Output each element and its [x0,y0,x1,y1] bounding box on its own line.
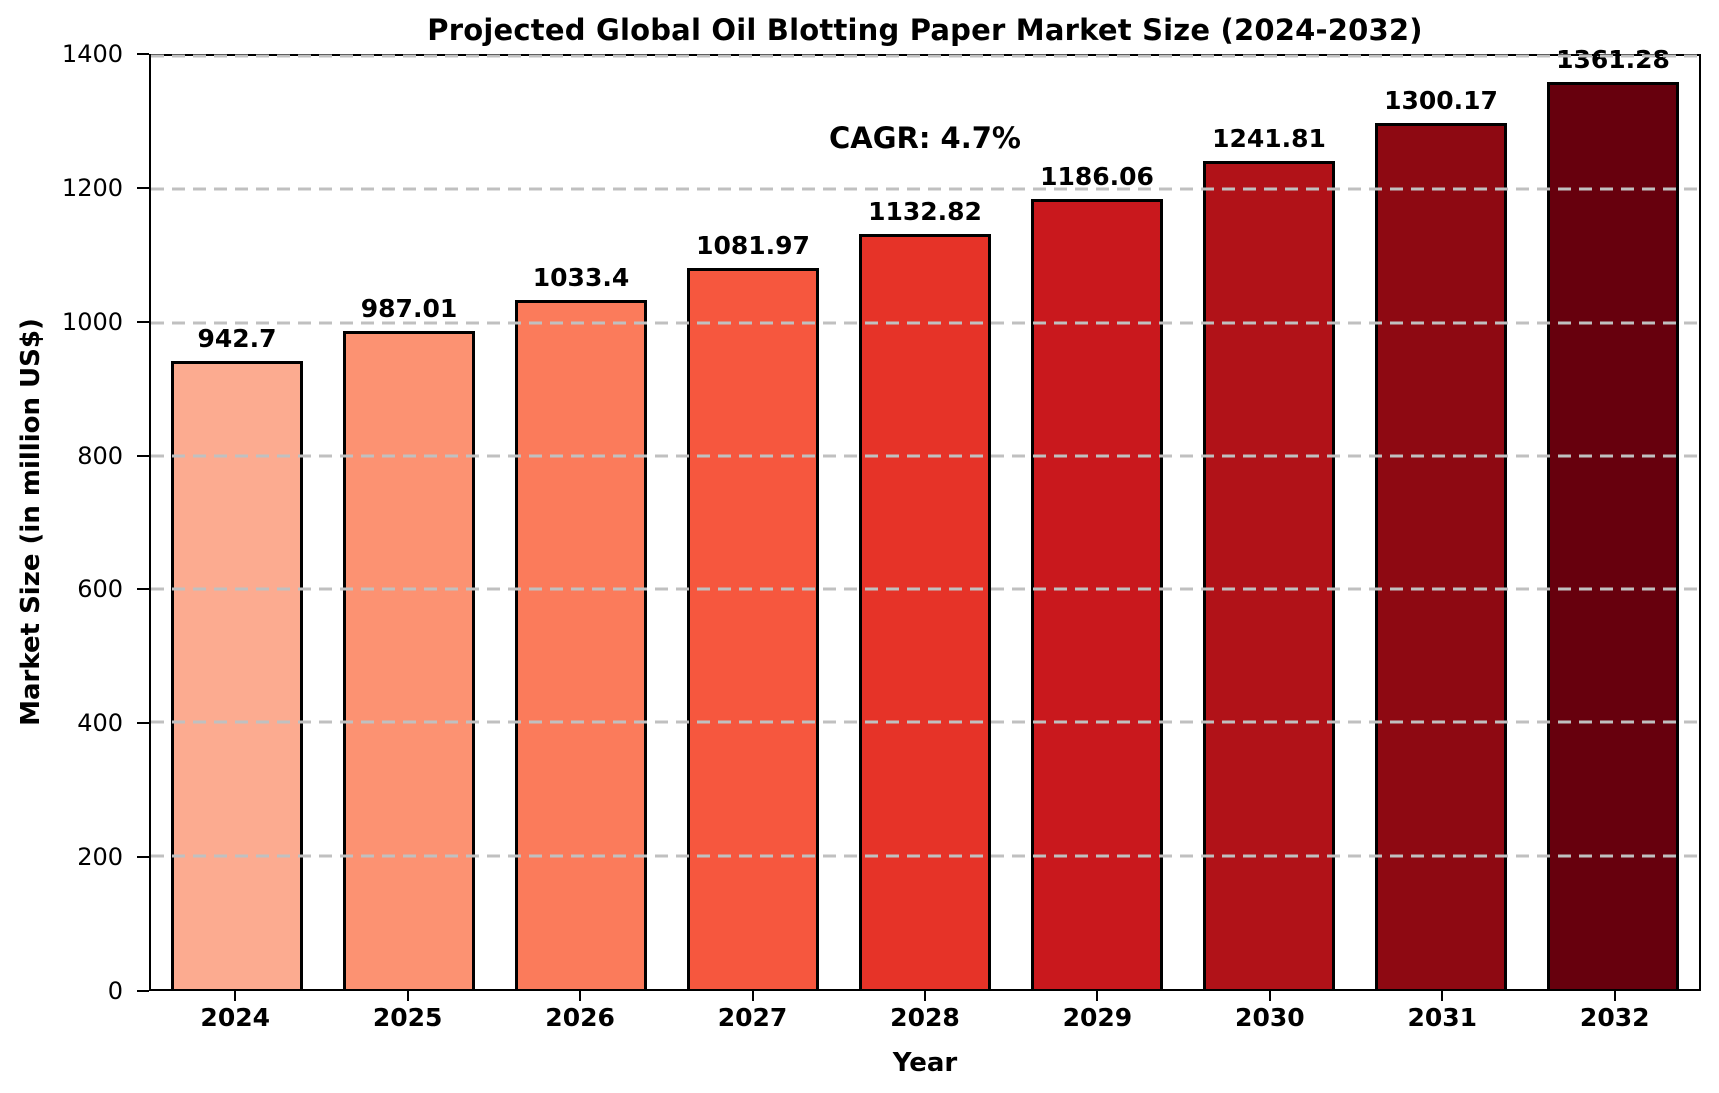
y-tick-mark-1000 [137,320,149,323]
y-tick-label-800: 800 [77,441,123,470]
gridline-1200 [151,187,1699,191]
bar-slot-2031: 1300.17 [1355,56,1527,989]
y-tick-label-0: 0 [107,977,123,1005]
bar-2032 [1546,81,1680,989]
y-tick-mark-800 [137,454,149,457]
bar-slot-2029: 1186.06 [1011,56,1183,989]
x-tick-mark-2025 [406,991,409,1001]
x-tick-mark-2029 [1096,991,1099,1001]
bar-slot-2027: 1081.97 [667,56,839,989]
gridline-800 [151,454,1699,458]
x-tick-mark-2032 [1613,991,1616,1001]
bar-value-2026: 1033.4 [532,263,630,293]
y-tick-mark-1400 [137,53,149,55]
bar-2027 [686,267,820,989]
x-tick-mark-2026 [579,991,582,1001]
x-tick-mark-2027 [751,991,754,1001]
x-tick-cell-2031: 2031 [1356,991,1528,1030]
y-tick-mark-200 [137,856,149,859]
x-tick-label-2029: 2029 [1062,1003,1133,1032]
x-tick-cell-2030: 2030 [1184,991,1356,1030]
bar-slot-2026: 1033.4 [495,56,667,989]
bar-value-2030: 1241.81 [1212,124,1326,154]
y-tick-label-600: 600 [77,575,123,604]
bar-value-2031: 1300.17 [1384,85,1498,115]
bar-value-2028: 1132.82 [868,197,982,227]
y-tick-label-1000: 1000 [61,307,123,336]
x-tick-cell-2024: 2024 [149,991,321,1030]
gridline-600 [151,587,1699,591]
bar-2029 [1030,198,1164,989]
bar-slot-2024: 942.7 [151,56,323,989]
bars-layer: 942.7 987.01 1033.4 1081.97 1132.82 1186.06 12… [151,45,1699,989]
bar-slot-2032: 1361.28 [1527,45,1699,989]
y-tick-label-400: 400 [77,709,123,738]
plot-area: 942.7 987.01 1033.4 1081.97 1132.82 1186.06 12… [149,45,1701,991]
bar-value-2024: 942.7 [197,323,277,353]
x-tick-label-2030: 2030 [1235,1003,1305,1032]
x-tick-mark-2030 [1268,991,1271,1001]
x-tick-mark-2024 [234,991,237,1001]
bar-value-2029: 1186.06 [1040,161,1154,191]
bar-slot-2025: 987.01 [323,56,495,989]
bar-value-2025: 987.01 [360,294,458,324]
bar-2028 [858,234,992,989]
cagr-annotation: CAGR: 4.7% [829,121,1021,156]
bar-2030 [1202,161,1336,989]
bar-2026 [514,300,648,989]
y-tick-mark-600 [137,588,149,591]
x-tick-label-2026: 2026 [545,1003,615,1032]
x-tick-cell-2032: 2032 [1529,991,1701,1030]
bar-value-2027: 1081.97 [696,230,810,260]
x-tick-label-2031: 2031 [1407,1003,1478,1032]
y-tick-label-1400: 1400 [61,40,123,68]
gridline-1000 [151,321,1699,325]
bar-2025 [342,331,476,989]
x-tick-cell-2027: 2027 [666,991,838,1030]
x-tick-label-2025: 2025 [372,1003,443,1032]
bar-slot-2030: 1241.81 [1183,56,1355,989]
y-tick-mark-1200 [137,186,149,189]
x-tick-cell-2029: 2029 [1011,991,1183,1030]
x-tick-label-2028: 2028 [890,1003,960,1032]
x-tick-mark-2031 [1441,991,1444,1001]
x-tick-label-2032: 2032 [1579,1003,1650,1032]
x-axis: 2024 2025 2026 2027 2028 2029 2030 2031 2032 [149,991,1701,1030]
x-tick-cell-2028: 2028 [839,991,1011,1030]
x-tick-label-2027: 2027 [717,1003,788,1032]
bar-2024 [170,360,304,989]
y-tick-mark-0 [137,990,149,992]
gridline-400 [151,720,1699,724]
x-tick-mark-2028 [923,991,926,1001]
y-tick-mark-400 [137,722,149,725]
y-tick-label-1200: 1200 [61,173,123,202]
x-axis-label: Year [892,1048,958,1078]
chart-title: Projected Global Oil Blotting Paper Mark… [427,13,1423,47]
y-axis: 0 200 400 600 800 1000 1200 1400 [0,42,149,1003]
y-tick-label-200: 200 [77,843,123,872]
x-tick-label-2024: 2024 [200,1003,271,1032]
x-tick-cell-2026: 2026 [494,991,666,1030]
gridline-1400 [151,54,1699,58]
bar-value-2032: 1361.28 [1556,44,1670,74]
x-tick-cell-2025: 2025 [321,991,493,1030]
gridline-200 [151,854,1699,858]
bar-2031 [1374,122,1508,989]
bar-slot-2028: 1132.82 [839,56,1011,989]
